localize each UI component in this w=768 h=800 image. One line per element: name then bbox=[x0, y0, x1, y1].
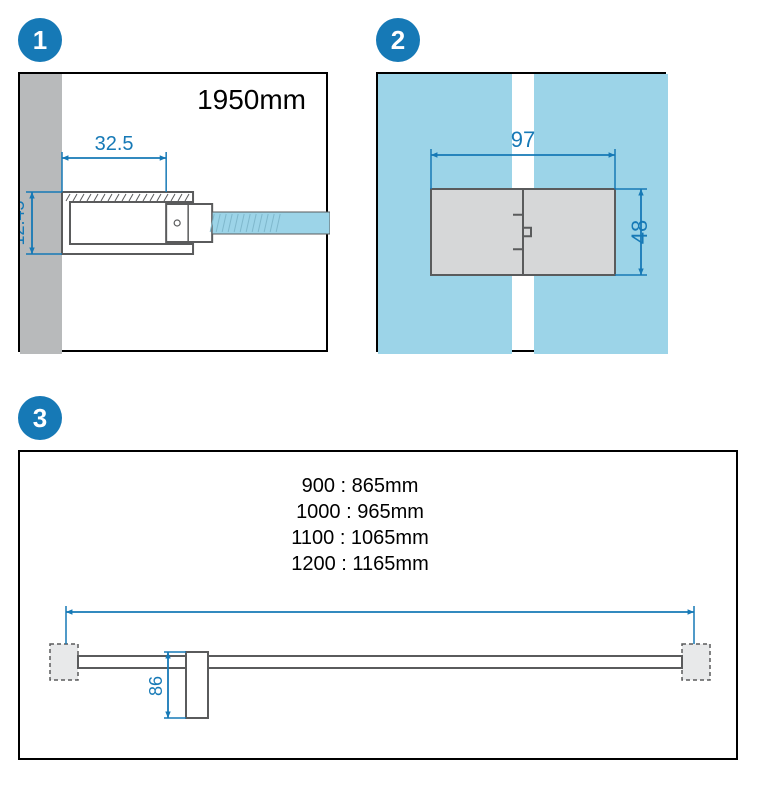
panel-2-col: 2 97 48 bbox=[376, 18, 666, 352]
svg-text:1000 : 965mm: 1000 : 965mm bbox=[296, 501, 424, 523]
svg-text:1200 : 1165mm: 1200 : 1165mm bbox=[291, 553, 429, 575]
badge-1: 1 bbox=[18, 18, 62, 62]
svg-text:32.5: 32.5 bbox=[95, 133, 134, 155]
panel-2: 97 48 bbox=[376, 72, 666, 352]
panel-1: 1950mm 32.5 12.45 bbox=[18, 72, 328, 352]
svg-text:1100 : 1065mm: 1100 : 1065mm bbox=[291, 527, 429, 549]
svg-text:97: 97 bbox=[511, 127, 535, 152]
panel-3-col: 3 900 : 865mm 1000 : 965mm 1100 : 1065mm 12… bbox=[18, 396, 750, 760]
svg-text:900 : 865mm: 900 : 865mm bbox=[302, 475, 419, 497]
panel-1-title: 1950mm bbox=[197, 84, 306, 116]
panel-2-drawing: 97 48 bbox=[378, 74, 668, 354]
badge-3: 3 bbox=[18, 396, 62, 440]
top-row: 1 1950mm 32.5 12.45 2 97 48 bbox=[18, 18, 750, 352]
panel-1-col: 1 1950mm 32.5 12.45 bbox=[18, 18, 328, 352]
badge-2: 2 bbox=[376, 18, 420, 62]
panel-1-drawing: 32.5 12.45 bbox=[20, 74, 330, 354]
svg-text:86: 86 bbox=[146, 676, 166, 696]
svg-text:12.45: 12.45 bbox=[20, 200, 28, 245]
svg-text:48: 48 bbox=[627, 220, 652, 244]
panel-3: 900 : 865mm 1000 : 965mm 1100 : 1065mm 1200… bbox=[18, 450, 738, 760]
panel-3-drawing: 900 : 865mm 1000 : 965mm 1100 : 1065mm 1200… bbox=[20, 452, 740, 762]
